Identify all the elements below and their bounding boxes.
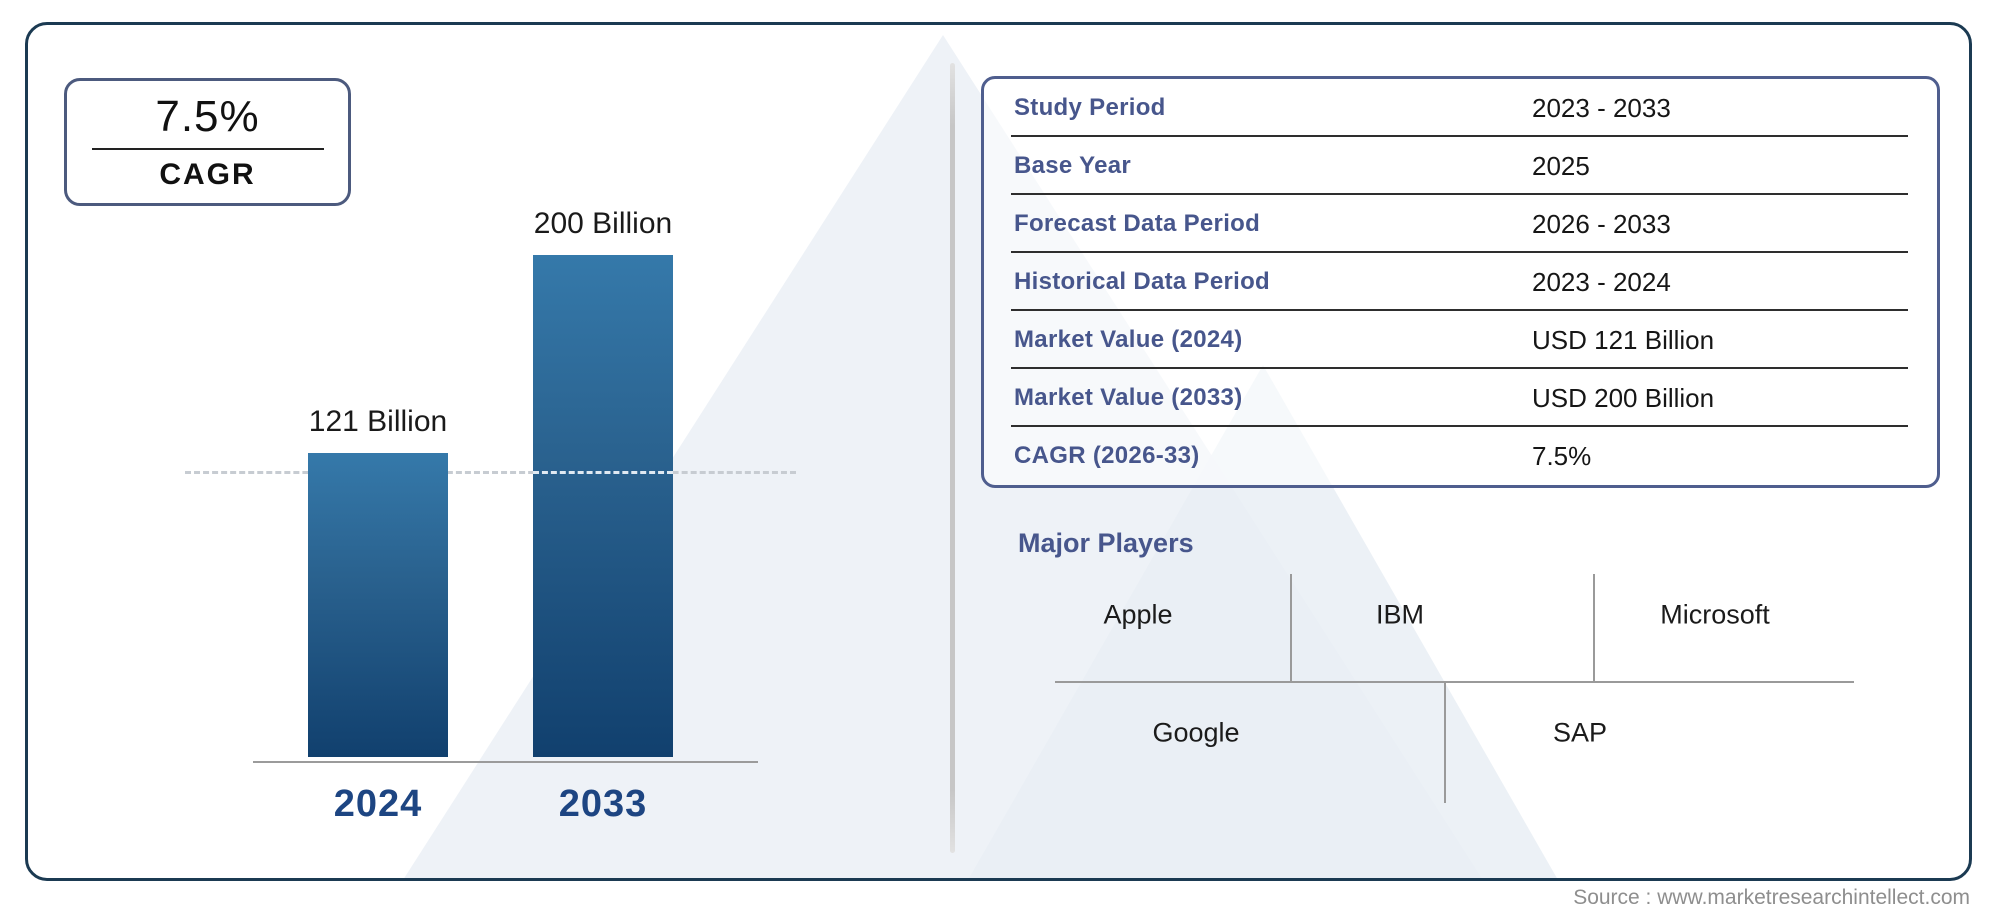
source-attribution: Source : www.marketresearchintellect.com [1573,886,1970,909]
axis-label-2024: 2024 [333,783,423,825]
players-divider-vertical-3 [1444,683,1446,803]
players-divider-horizontal [1055,681,1854,683]
cagr-badge-value: 7.5% [155,92,260,141]
cagr-badge-divider [91,148,324,150]
table-row: Market Value (2033) USD 200 Billion [984,369,1937,427]
row-value: USD 200 Billion [1532,382,1715,413]
panel-divider [950,63,955,853]
table-row: Base Year 2025 [984,137,1937,195]
row-value: 7.5% [1532,440,1592,471]
row-label: Historical Data Period [1014,268,1271,295]
player-microsoft: Microsoft [1660,599,1770,630]
row-label: Forecast Data Period [1014,210,1261,237]
reference-dashed-line-overlay [533,471,673,474]
row-value: USD 121 Billion [1532,324,1715,355]
players-divider-vertical-2 [1593,574,1595,681]
row-label: Study Period [1014,94,1166,121]
row-value: 2023 - 2033 [1532,92,1671,123]
chart-baseline [253,761,758,763]
major-players-title: Major Players [1018,528,1194,558]
table-row: Forecast Data Period 2026 - 2033 [984,195,1937,253]
row-label: Market Value (2033) [1014,384,1243,411]
table-row: CAGR (2026-33) 7.5% [984,427,1937,485]
row-value: 2023 - 2024 [1532,266,1671,297]
report-scope-table: Study Period 2023 - 2033 Base Year 2025 … [981,76,1940,488]
players-divider-vertical-1 [1290,574,1292,681]
outer-frame: 7.5% CAGR 121 Billion 200 Billion 2024 2… [25,22,1972,881]
player-apple: Apple [1103,599,1173,630]
bar-value-label-2033: 200 Billion [533,207,673,240]
player-ibm: IBM [1375,599,1425,630]
table-row: Market Value (2024) USD 121 Billion [984,311,1937,369]
axis-label-2033: 2033 [558,783,648,825]
player-sap: SAP [1552,717,1608,748]
bar-2033 [533,255,673,757]
row-value: 2025 [1532,150,1590,181]
cagr-badge: 7.5% CAGR [64,78,351,206]
table-row: Historical Data Period 2023 - 2024 [984,253,1937,311]
bar-2024 [308,453,448,757]
bar-value-label-2024: 121 Billion [308,405,448,438]
row-label: Base Year [1014,152,1132,179]
table-row: Study Period 2023 - 2033 [984,79,1937,137]
row-label: Market Value (2024) [1014,326,1243,353]
reference-dashed-line [185,471,796,474]
player-google: Google [1152,717,1240,748]
row-label: CAGR (2026-33) [1014,442,1200,469]
row-value: 2026 - 2033 [1532,208,1671,239]
cagr-badge-label: CAGR [159,158,256,191]
